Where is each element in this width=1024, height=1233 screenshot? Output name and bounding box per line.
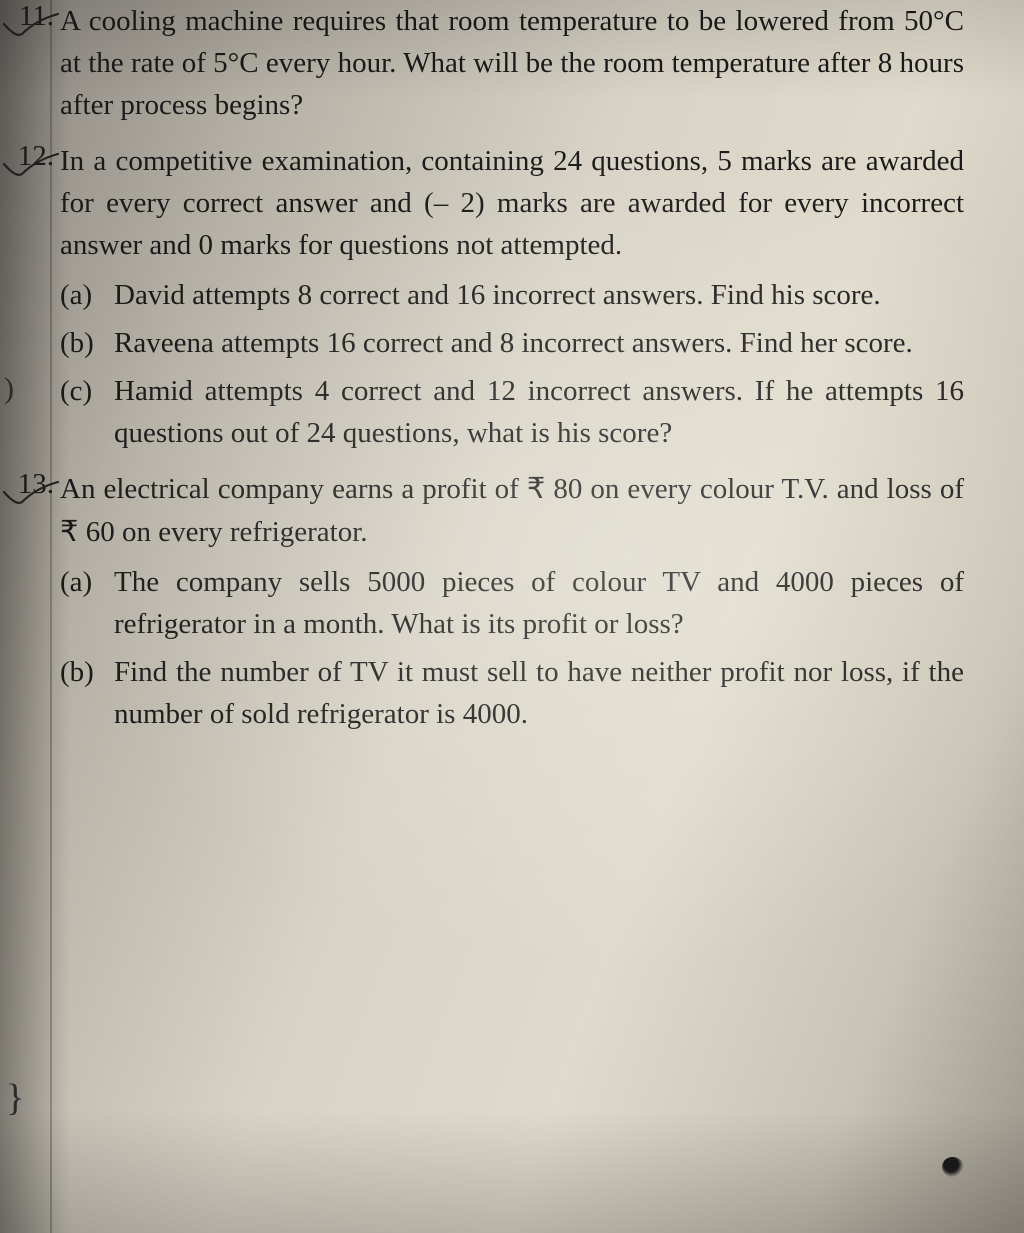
- question-number: 12.: [10, 140, 54, 173]
- question-11: 11. A cooling machine requires that room…: [60, 0, 964, 126]
- subpart-label: (b): [60, 322, 106, 364]
- question-subparts: (a) The company sells 5000 pieces of col…: [60, 561, 964, 735]
- question-number: 11.: [10, 0, 54, 33]
- left-edge-margin: ) }: [0, 0, 42, 1233]
- subpart-c: (c) Hamid attempts 4 correct and 12 inco…: [60, 370, 964, 454]
- question-12: 12. In a competitive examination, contai…: [60, 140, 964, 454]
- subpart-text: Raveena attempts 16 correct and 8 incorr…: [114, 327, 913, 359]
- margin-mark-brace: }: [6, 1076, 24, 1120]
- question-text: In a competitive examination, containing…: [60, 140, 964, 266]
- subpart-text: David attempts 8 correct and 16 incorrec…: [114, 279, 881, 311]
- question-text: A cooling machine requires that room tem…: [60, 0, 964, 126]
- subpart-a: (a) David attempts 8 correct and 16 inco…: [60, 274, 964, 316]
- subpart-text: Hamid attempts 4 correct and 12 incorrec…: [114, 375, 964, 449]
- subpart-text: Find the number of TV it must sell to ha…: [114, 656, 964, 730]
- checkmark-icon: [2, 12, 62, 42]
- margin-mark-paren: ): [4, 372, 14, 406]
- subpart-text: The company sells 5000 pieces of colour …: [114, 566, 964, 640]
- question-text: An electrical company earns a profit of …: [60, 468, 964, 552]
- subpart-a: (a) The company sells 5000 pieces of col…: [60, 561, 964, 645]
- subpart-label: (a): [60, 561, 106, 603]
- question-number: 13.: [10, 468, 54, 501]
- subpart-b: (b) Raveena attempts 16 correct and 8 in…: [60, 322, 964, 364]
- checkmark-icon: [2, 480, 62, 510]
- subpart-label: (b): [60, 651, 106, 693]
- checkmark-icon: [2, 152, 62, 182]
- subpart-label: (a): [60, 274, 106, 316]
- question-13: 13. An electrical company earns a profit…: [60, 468, 964, 734]
- question-subparts: (a) David attempts 8 correct and 16 inco…: [60, 274, 964, 454]
- subpart-label: (c): [60, 370, 106, 412]
- subpart-b: (b) Find the number of TV it must sell t…: [60, 651, 964, 735]
- page-content: 11. A cooling machine requires that room…: [60, 0, 1004, 1233]
- margin-rule-line: [50, 0, 52, 1233]
